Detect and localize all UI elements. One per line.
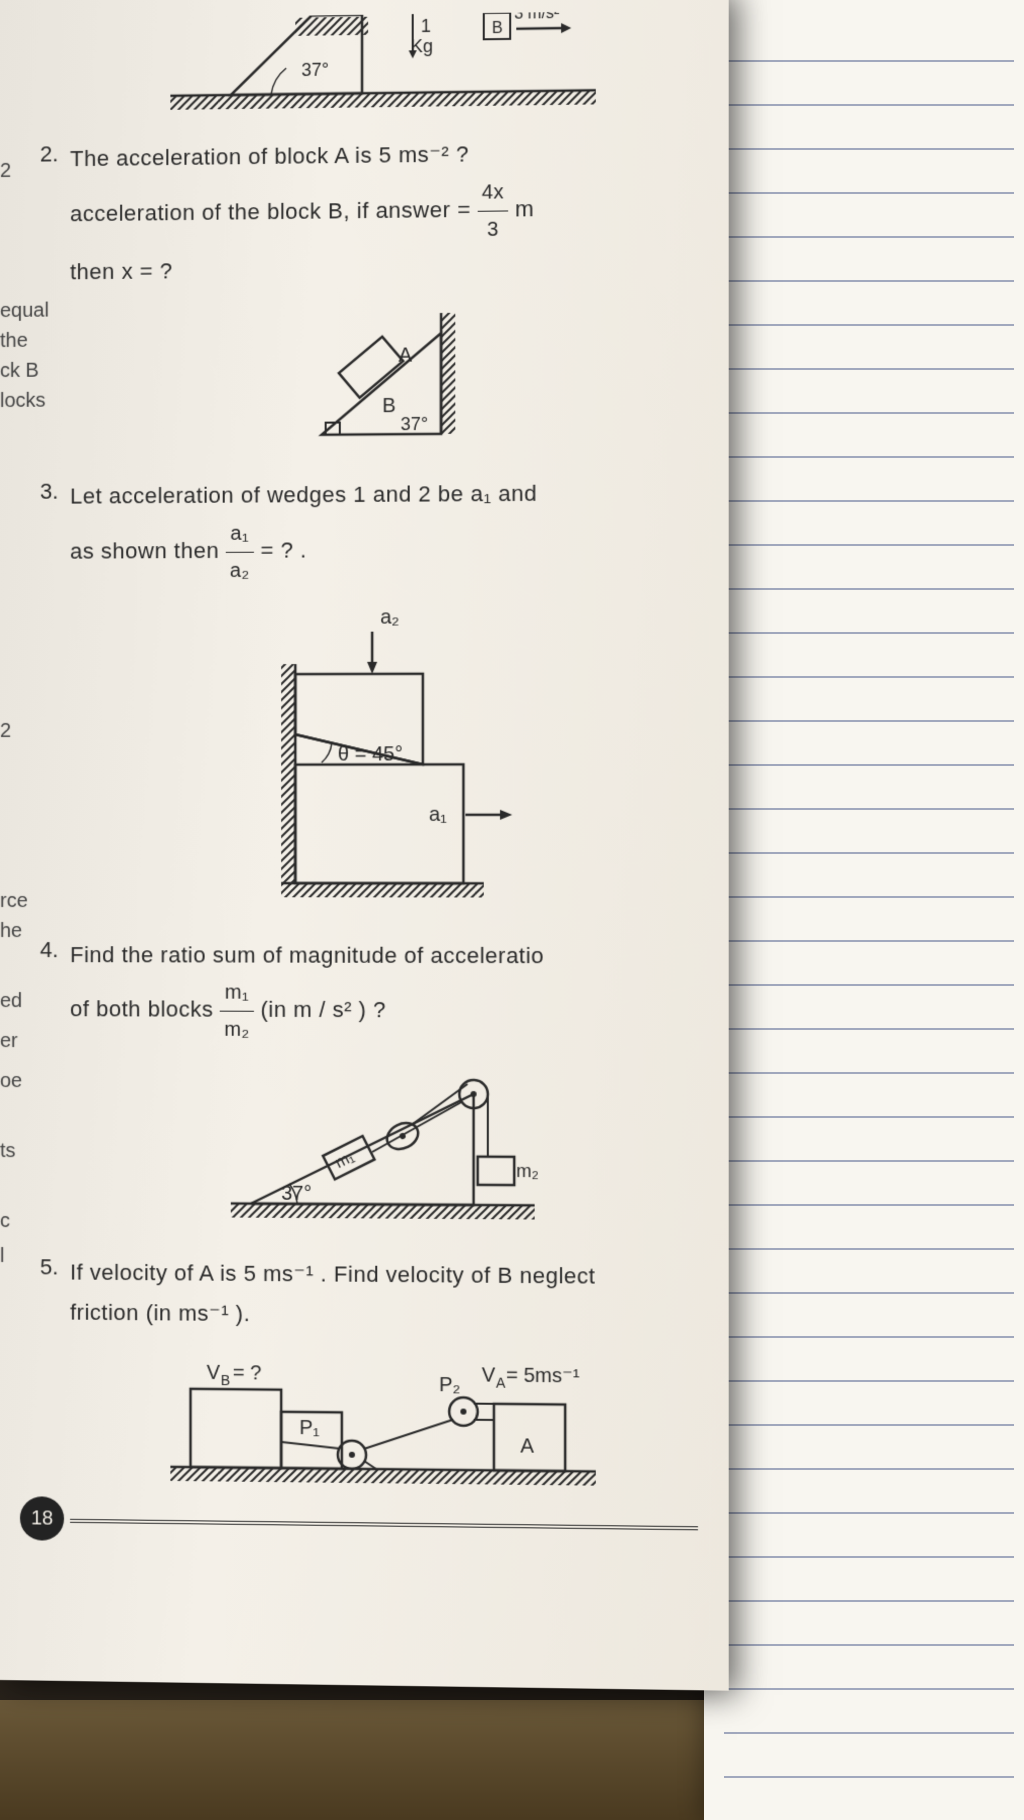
problem-number: 5. — [40, 1255, 58, 1281]
text-line: acceleration of the block B, if answer = — [70, 197, 477, 227]
problem3-diagram: θ = 45° a₂ a₁ — [241, 603, 525, 906]
problem-text: If velocity of A is 5 ms⁻¹ . Find veloci… — [70, 1253, 698, 1338]
problem-4: 4. Find the ratio sum of magnitude of ac… — [70, 935, 698, 1227]
svg-text:1: 1 — [421, 16, 431, 36]
svg-text:A: A — [496, 1374, 506, 1390]
svg-text:37°: 37° — [401, 414, 429, 434]
problem-2: 2. The acceleration of block A is 5 ms⁻²… — [70, 131, 698, 446]
problem4-diagram: 37° m₁ — [211, 1063, 555, 1226]
svg-text:A: A — [399, 345, 413, 367]
svg-text:B: B — [492, 20, 503, 37]
svg-text:= 5ms⁻¹: = 5ms⁻¹ — [506, 1364, 580, 1387]
margin-frag: ts — [0, 1140, 16, 1163]
problem2-diagram: B 37° A — [281, 303, 484, 446]
problem-number: 2. — [40, 141, 58, 167]
page-number-badge: 18 — [20, 1496, 64, 1541]
margin-frag: the — [0, 330, 28, 353]
notebook-page: // lines drawn after data load below — [704, 0, 1024, 1820]
text-line: as shown then — [70, 538, 226, 564]
left-margin-fragments: 2 equal the ck B locks 2 rce he ed er oe… — [0, 0, 50, 1681]
problem-number: 3. — [40, 479, 58, 505]
svg-text:V: V — [482, 1364, 496, 1386]
text-line: The acceleration of block A is 5 ms⁻² ? — [70, 141, 469, 171]
margin-frag: c — [0, 1210, 10, 1233]
svg-text:V: V — [207, 1361, 221, 1383]
svg-text:P₂: P₂ — [439, 1374, 460, 1396]
svg-text:a₁: a₁ — [429, 803, 447, 825]
problem-5: 5. If velocity of A is 5 ms⁻¹ . Find vel… — [70, 1253, 698, 1495]
svg-text:B: B — [221, 1372, 230, 1388]
fraction: a₁ a₂ — [226, 515, 254, 588]
margin-frag: 2 — [0, 160, 11, 183]
margin-frag: equal — [0, 300, 49, 323]
text-line: Let acceleration of wedges 1 and 2 be a₁… — [70, 481, 537, 509]
fraction: 4x 3 — [478, 174, 509, 248]
problem-number: 4. — [40, 937, 58, 963]
page-footer-rule — [70, 1519, 698, 1530]
text-line: m — [515, 196, 534, 221]
text-line: (in m / s² ) ? — [260, 997, 386, 1023]
text-line: of both blocks — [70, 997, 220, 1023]
textbook-page: 2 equal the ck B locks 2 rce he ed er oe… — [0, 0, 729, 1691]
problem1-diagram-partial: 37° 1 Kg B 3 m/s² — [150, 10, 698, 118]
problem5-diagram: V B = ? P₁ P₂ A — [150, 1348, 616, 1494]
problem-text: Find the ratio sum of magnitude of accel… — [70, 935, 698, 1050]
problem-3: 3. Let acceleration of wedges 1 and 2 be… — [70, 473, 698, 906]
problem-text: Let acceleration of wedges 1 and 2 be a₁… — [70, 473, 698, 590]
margin-frag: he — [0, 920, 22, 943]
text-line: = ? . — [261, 537, 307, 562]
text-line: If velocity of A is 5 ms⁻¹ . Find veloci… — [70, 1260, 595, 1289]
margin-frag: locks — [0, 390, 46, 413]
page-content: 37° 1 Kg B 3 m/s² 2. The acceleration of… — [70, 0, 698, 1494]
svg-text:= ?: = ? — [233, 1362, 262, 1384]
svg-text:B: B — [382, 395, 396, 417]
svg-text:3 m/s²: 3 m/s² — [514, 11, 560, 23]
angle-label: 37° — [301, 60, 328, 80]
text-line: friction (in ms⁻¹ ). — [70, 1300, 250, 1327]
margin-frag: oe — [0, 1070, 22, 1093]
svg-text:A: A — [520, 1435, 534, 1457]
margin-frag: ck B — [0, 360, 39, 383]
wedge-diagram-svg: 37° 1 Kg B 3 m/s² — [150, 11, 616, 118]
svg-text:a₂: a₂ — [380, 606, 399, 628]
margin-frag: er — [0, 1030, 18, 1053]
svg-text:θ = 45°: θ = 45° — [338, 743, 403, 765]
margin-frag: rce — [0, 890, 28, 913]
text-line: then x = ? — [70, 258, 173, 284]
margin-frag: 2 — [0, 720, 11, 743]
svg-text:m₂: m₂ — [516, 1161, 538, 1181]
margin-frag: l — [0, 1245, 4, 1268]
fraction: m₁ m₂ — [220, 975, 254, 1048]
text-line: Find the ratio sum of magnitude of accel… — [70, 942, 544, 968]
problem-text: The acceleration of block A is 5 ms⁻² ? … — [70, 131, 698, 291]
margin-frag: ed — [0, 990, 22, 1013]
svg-text:P₁: P₁ — [299, 1417, 320, 1439]
